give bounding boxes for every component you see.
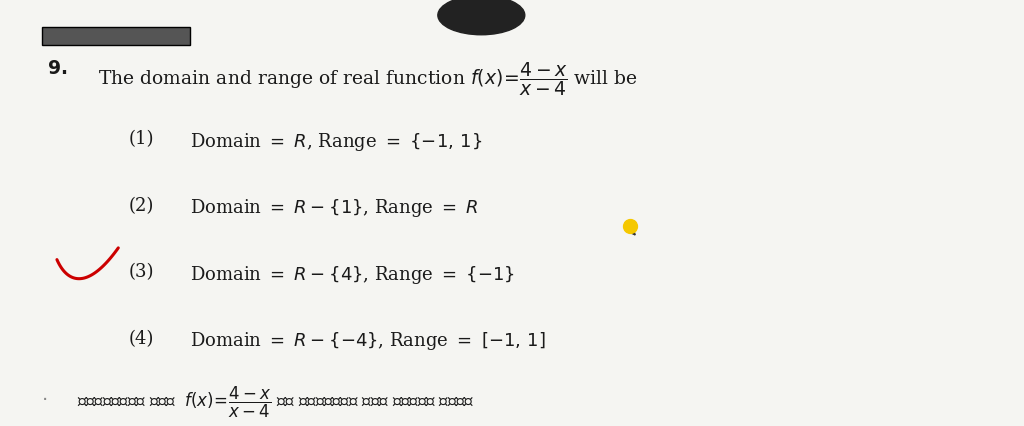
Text: Domain $=$ $R$, Range $=$ $\{-1,\,1\}$: Domain $=$ $R$, Range $=$ $\{-1,\,1\}$ — [189, 130, 482, 153]
Text: वास्तविक फलन  $f(x)\!=\!\dfrac{4-x}{x-4}$ का प्रान्त एवं परिसर होगा: वास्तविक फलन $f(x)\!=\!\dfrac{4-x}{x-4}$… — [78, 385, 475, 420]
Text: $\mathbf{9.}$: $\mathbf{9.}$ — [47, 60, 67, 78]
Text: (4): (4) — [129, 330, 154, 348]
Text: (1): (1) — [129, 130, 154, 149]
Ellipse shape — [438, 0, 524, 35]
Text: .: . — [42, 385, 48, 404]
Text: (3): (3) — [129, 264, 154, 282]
Text: (2): (2) — [129, 197, 154, 215]
Text: Domain $=$ $R-\{1\}$, Range $=$ $R$: Domain $=$ $R-\{1\}$, Range $=$ $R$ — [189, 197, 478, 219]
Text: Domain $=$ $R-\{-4\}$, Range $=$ $[-1,\,1]$: Domain $=$ $R-\{-4\}$, Range $=$ $[-1,\,… — [189, 330, 546, 352]
Text: The domain and range of real function $f(x)\!=\!\dfrac{4-x}{x-4}$ will be: The domain and range of real function $f… — [98, 60, 638, 98]
Text: Domain $=$ $R-\{4\}$, Range $=$ $\{-1\}$: Domain $=$ $R-\{4\}$, Range $=$ $\{-1\}$ — [189, 264, 515, 285]
FancyBboxPatch shape — [42, 27, 189, 45]
